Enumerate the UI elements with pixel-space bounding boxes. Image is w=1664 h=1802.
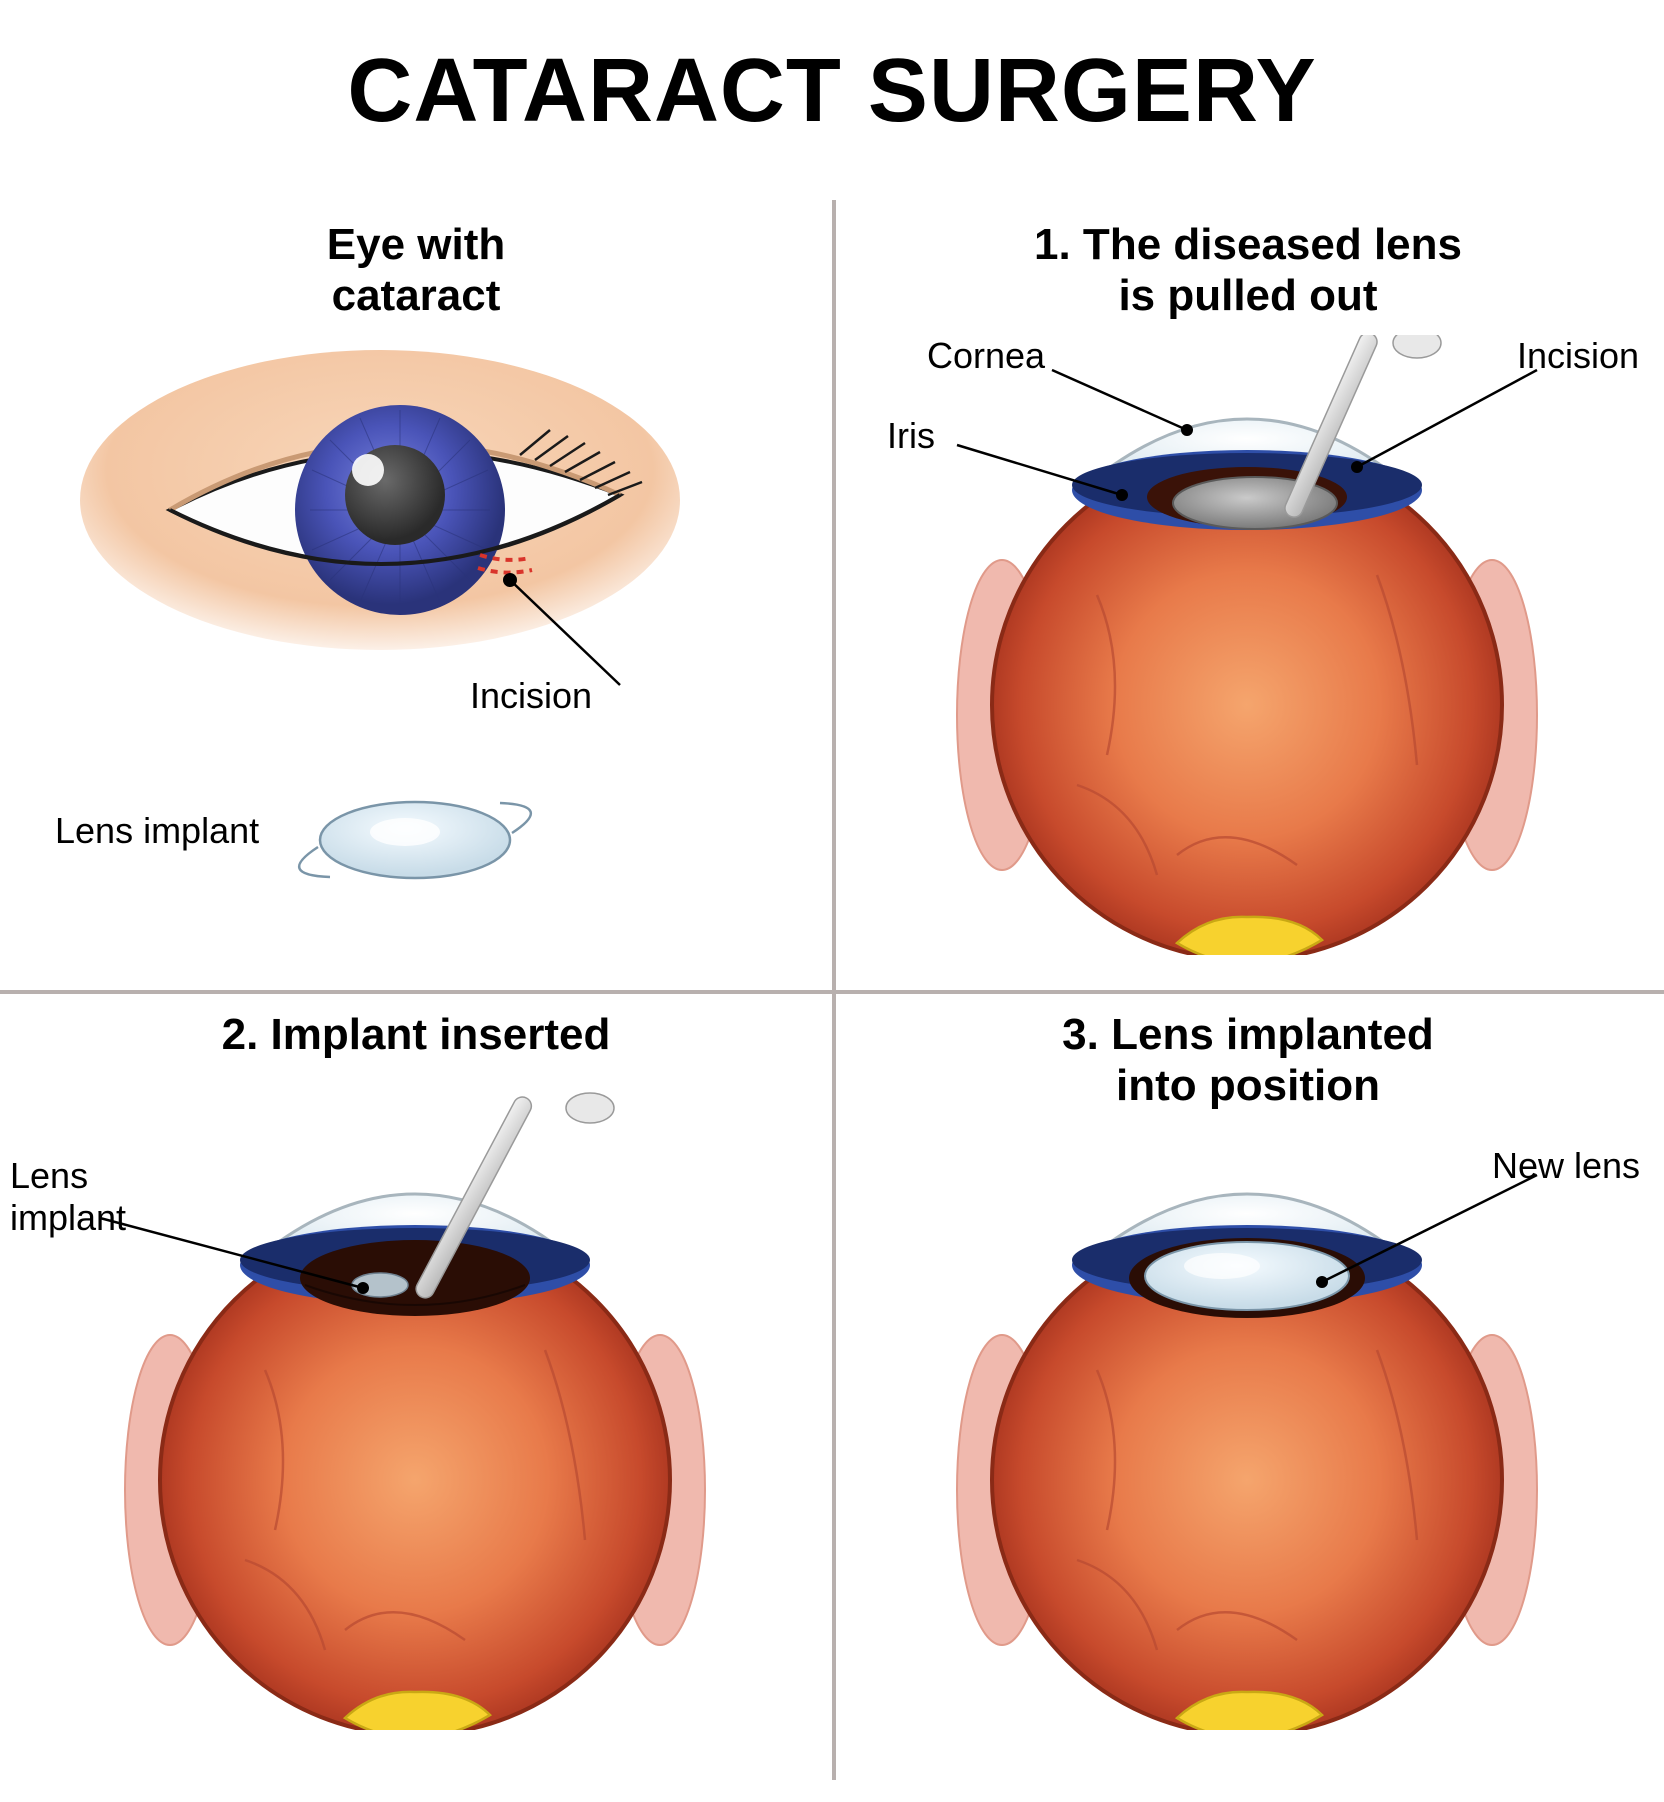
panel-title-tr: 1. The diseased lens is pulled out [832, 220, 1664, 321]
label-incision-tr: Incision [1517, 335, 1639, 377]
eye-front-illustration [60, 340, 760, 740]
label-new-lens: New lens [1492, 1145, 1640, 1187]
panel-title-bl: 2. Implant inserted [0, 1010, 832, 1061]
label-cornea: Cornea [927, 335, 1045, 377]
label-lens-implant-bl: Lens implant [10, 1155, 126, 1239]
diagram-grid: Eye with cataract [0, 200, 1664, 1780]
label-iris: Iris [887, 415, 935, 457]
label-lens-implant-tl: Lens implant [55, 810, 259, 852]
lens-implant-illustration [290, 785, 550, 895]
panel-title-tl: Eye with cataract [0, 220, 832, 321]
label-incision-tl: Incision [470, 675, 592, 717]
main-title: CATARACT SURGERY [0, 0, 1664, 163]
panel-eye-with-cataract: Eye with cataract [0, 200, 832, 990]
panel-step-2: 2. Implant inserted [0, 990, 832, 1780]
panel-step-1: 1. The diseased lens is pulled out [832, 200, 1664, 990]
panel-step-3: 3. Lens implanted into position New lens [832, 990, 1664, 1780]
eyeball-step1 [877, 335, 1617, 955]
eyeball-step2 [45, 1090, 785, 1730]
